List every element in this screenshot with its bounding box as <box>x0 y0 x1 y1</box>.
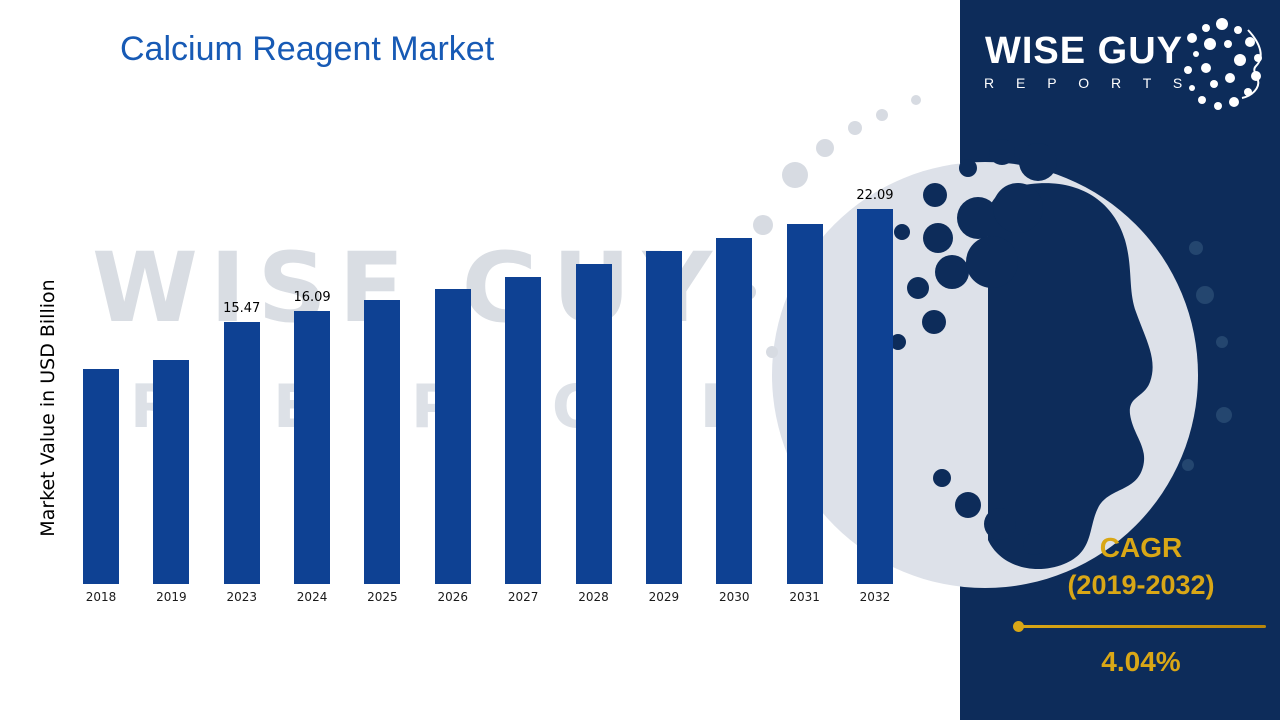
bar-group: 16.09 2024 <box>289 160 335 610</box>
x-axis-tick-label: 2028 <box>578 590 609 604</box>
bar <box>434 289 471 584</box>
bar-value-label: 22.09 <box>856 188 894 203</box>
brand-panel-background <box>960 0 1280 720</box>
x-axis-tick-label: 2031 <box>789 590 820 604</box>
bar-group: 2030 <box>711 160 757 610</box>
bar-chart: 2018 2019 15.47 2023 16.09 2024 2025 2026 2027 20… <box>78 160 898 610</box>
bar-group: 15.47 2023 <box>219 160 265 610</box>
x-axis-tick-label: 2023 <box>226 590 257 604</box>
bar <box>364 300 401 584</box>
bar-group: 2031 <box>782 160 828 610</box>
x-axis-tick-label: 2032 <box>859 590 891 604</box>
x-axis-tick-label: 2018 <box>85 590 117 604</box>
x-axis-tick-label: 2029 <box>648 590 680 604</box>
x-axis-tick-label: 2024 <box>296 590 328 604</box>
bar-group: 2026 <box>430 160 476 610</box>
bar <box>716 238 753 584</box>
chart-title: Calcium Reagent Market <box>120 30 495 68</box>
bar-group: 2025 <box>359 160 405 610</box>
x-axis-tick-label: 2027 <box>507 590 539 604</box>
bar-group: 2019 <box>148 160 194 610</box>
bar-group: 2028 <box>571 160 617 610</box>
bar <box>645 251 682 584</box>
y-axis-label: Market Value in USD Billion <box>37 279 59 537</box>
bar <box>294 311 331 584</box>
bar <box>153 360 190 584</box>
bar-group: 2029 <box>641 160 687 610</box>
bar-group: 2027 <box>500 160 546 610</box>
x-axis-tick-label: 2026 <box>437 590 469 604</box>
x-axis-tick-label: 2019 <box>156 590 187 604</box>
bar <box>575 264 612 584</box>
bar-value-label: 15.47 <box>223 301 261 316</box>
bar-group: 2018 <box>78 160 124 610</box>
bar <box>223 322 260 584</box>
x-axis-tick-label: 2025 <box>367 590 398 604</box>
bar <box>505 277 542 584</box>
bar <box>856 209 893 584</box>
bar <box>786 224 823 584</box>
bar-value-label: 16.09 <box>293 290 331 305</box>
bar-group: 22.09 2032 <box>852 160 898 610</box>
bar <box>83 369 119 584</box>
x-axis-tick-label: 2030 <box>718 590 750 604</box>
